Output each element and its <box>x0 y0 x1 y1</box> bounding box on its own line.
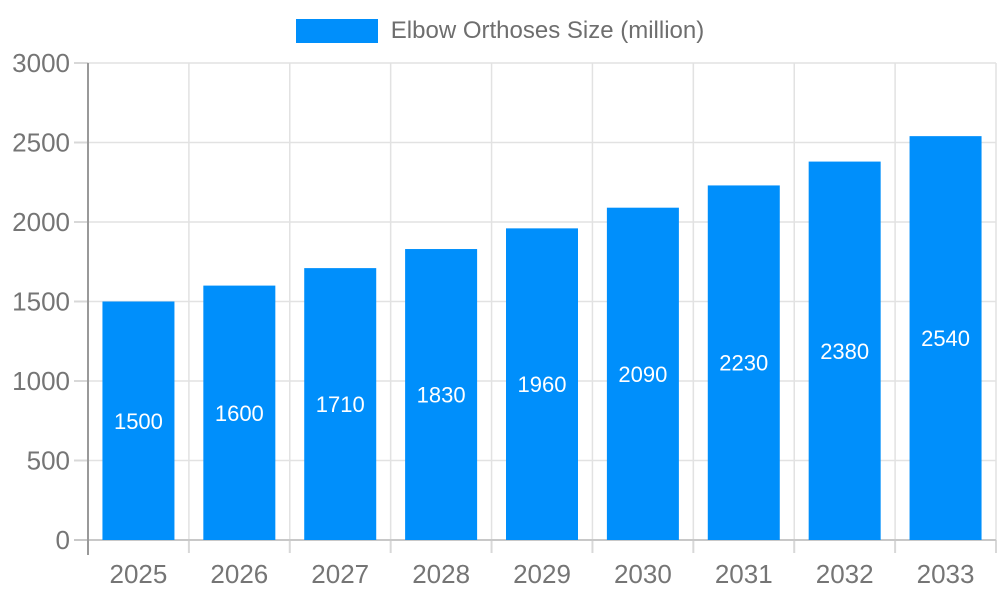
bar-2033[interactable] <box>909 136 982 540</box>
x-tick-label: 2028 <box>412 559 470 589</box>
legend-swatch <box>295 19 378 43</box>
chart-legend[interactable]: Elbow Orthoses Size (million) <box>0 17 1000 45</box>
x-tick-label: 2031 <box>715 559 773 589</box>
bar-value-label: 1710 <box>316 392 365 417</box>
bar-2027[interactable] <box>304 268 377 540</box>
bar-value-label: 2380 <box>820 339 869 364</box>
bar-value-label: 2540 <box>921 326 970 351</box>
bar-value-label: 1500 <box>114 409 163 434</box>
y-tick-label: 0 <box>56 525 70 555</box>
bar-2029[interactable] <box>506 228 578 541</box>
x-tick-label: 2032 <box>816 559 874 589</box>
legend-label: Elbow Orthoses Size (million) <box>390 17 705 44</box>
bar-value-label: 1960 <box>518 372 567 397</box>
x-tick-label: 2025 <box>110 559 168 589</box>
bar-value-label: 1830 <box>417 383 466 408</box>
bar-value-label: 2230 <box>719 351 768 376</box>
bar-2028[interactable] <box>405 249 478 540</box>
x-tick-label: 2030 <box>614 559 672 589</box>
y-tick-label: 500 <box>27 446 70 476</box>
x-tick-label: 2026 <box>210 559 268 589</box>
x-tick-label: 2029 <box>513 559 571 589</box>
y-tick-label: 1000 <box>12 366 70 396</box>
bar-2032[interactable] <box>808 161 881 540</box>
y-tick-label: 2000 <box>12 207 70 237</box>
bar-2030[interactable] <box>606 207 679 540</box>
bar-2025[interactable] <box>102 301 175 541</box>
x-tick-label: 2027 <box>311 559 369 589</box>
bar-value-label: 1600 <box>215 401 264 426</box>
y-tick-label: 1500 <box>12 287 70 317</box>
y-tick-label: 3000 <box>12 48 70 78</box>
x-tick-label: 2033 <box>917 559 975 589</box>
bar-value-label: 2090 <box>618 362 667 387</box>
y-tick-label: 2500 <box>12 128 70 158</box>
bar-2031[interactable] <box>707 185 780 540</box>
bar-2026[interactable] <box>203 285 276 540</box>
